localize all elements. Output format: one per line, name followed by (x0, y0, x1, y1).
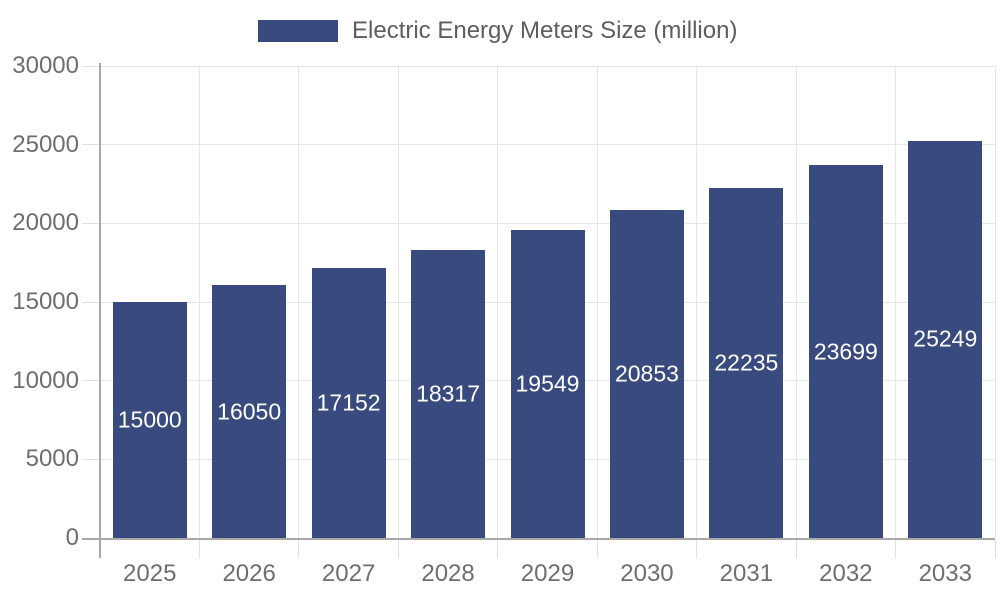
y-axis-tick (82, 222, 100, 224)
x-axis-tick (596, 540, 598, 558)
x-axis-label: 2029 (520, 560, 575, 587)
y-axis-label: 15000 (12, 288, 79, 315)
x-axis-label: 2033 (918, 560, 972, 587)
x-axis-label: 2027 (321, 560, 376, 587)
x-axis-label: 2031 (719, 560, 774, 587)
x-axis-tick (895, 540, 897, 558)
y-gridline (100, 65, 995, 67)
y-axis-label: 10000 (12, 366, 79, 394)
x-axis-tick (397, 540, 399, 558)
y-axis-tick (82, 65, 100, 67)
bar-value-label: 23699 (813, 338, 878, 365)
bar-2025[interactable] (112, 302, 187, 538)
bar-value-label: 25249 (913, 325, 978, 352)
y-gridline (100, 144, 995, 146)
legend-swatch (258, 20, 338, 42)
y-axis-tick (82, 301, 100, 303)
x-axis-label: 2025 (123, 560, 177, 587)
x-gridline (994, 66, 996, 538)
bar-2031[interactable] (709, 188, 784, 538)
bar-value-label: 20853 (614, 360, 679, 387)
x-axis-line (82, 538, 995, 540)
bar-2030[interactable] (609, 209, 684, 538)
x-axis-tick (298, 540, 300, 558)
x-gridline (198, 66, 200, 538)
bar-2027[interactable] (311, 268, 386, 538)
bar-value-label: 16050 (217, 398, 282, 425)
x-axis-tick (497, 540, 499, 558)
bar-2028[interactable] (411, 249, 486, 538)
bar-value-label: 15000 (117, 406, 182, 433)
bar-value-label: 18317 (416, 380, 481, 407)
legend-item[interactable]: Electric Energy Meters Size (million) (258, 17, 737, 45)
x-axis-label: 2032 (819, 560, 873, 587)
bar-2032[interactable] (808, 165, 883, 538)
y-gridline (100, 222, 995, 224)
y-axis-label: 25000 (12, 130, 79, 158)
bar-value-label: 22235 (714, 349, 779, 376)
y-axis-label: 30000 (12, 52, 79, 79)
x-gridline (895, 66, 897, 538)
x-axis-tick (696, 540, 698, 558)
x-gridline (497, 66, 499, 538)
y-axis-tick (82, 458, 100, 460)
x-gridline (696, 66, 698, 538)
x-axis-tick (994, 540, 996, 558)
bar-value-label: 19549 (515, 370, 580, 397)
y-axis-line (99, 63, 101, 558)
x-gridline (795, 66, 797, 538)
x-axis-label: 2026 (222, 560, 276, 587)
y-axis-label: 20000 (12, 209, 79, 237)
x-gridline (298, 66, 300, 538)
y-axis-tick (82, 144, 100, 146)
x-axis-tick (198, 540, 200, 558)
x-axis-label: 2028 (421, 560, 475, 587)
x-gridline (397, 66, 399, 538)
x-gridline (596, 66, 598, 538)
legend-label: Electric Energy Meters Size (million) (352, 17, 738, 44)
bar-2026[interactable] (212, 285, 287, 538)
x-axis-label: 2030 (620, 560, 674, 587)
y-axis-label: 0 (65, 524, 79, 551)
y-axis-label: 5000 (25, 445, 79, 473)
bar-2029[interactable] (510, 230, 585, 538)
bar-2033[interactable] (908, 140, 983, 538)
bar-value-label: 17152 (316, 389, 381, 416)
y-axis-tick (82, 380, 100, 382)
x-axis-tick (795, 540, 797, 558)
